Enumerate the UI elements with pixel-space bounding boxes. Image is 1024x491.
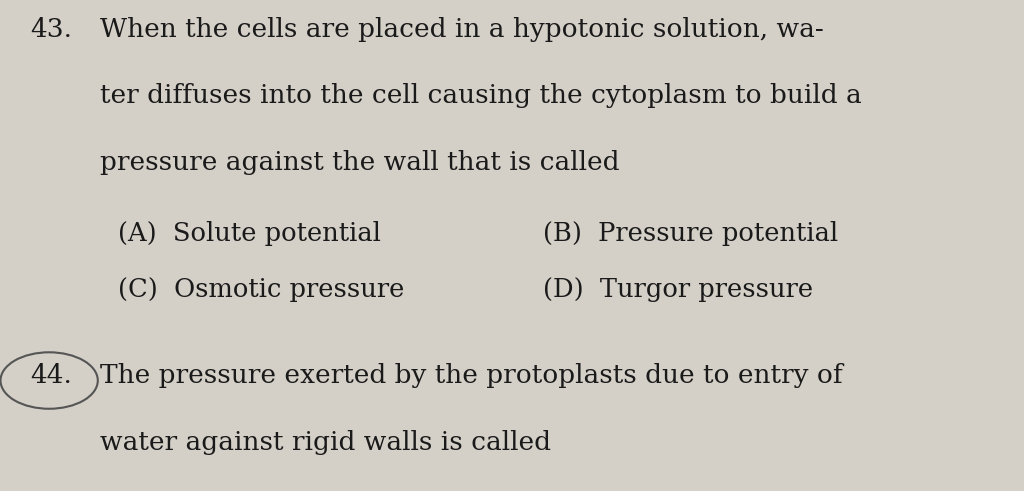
Text: The pressure exerted by the protoplasts due to entry of: The pressure exerted by the protoplasts …	[100, 363, 843, 388]
Text: pressure against the wall that is called: pressure against the wall that is called	[100, 150, 620, 175]
Text: 44.: 44.	[31, 363, 73, 388]
Text: (C)  Osmotic pressure: (C) Osmotic pressure	[118, 277, 404, 302]
Text: (A)  Solute potential: (A) Solute potential	[118, 221, 381, 246]
Text: water against rigid walls is called: water against rigid walls is called	[100, 430, 551, 455]
Text: 43.: 43.	[31, 17, 73, 42]
Text: (B)  Pressure potential: (B) Pressure potential	[543, 221, 838, 246]
Text: (D)  Turgor pressure: (D) Turgor pressure	[543, 277, 813, 302]
Text: ter diffuses into the cell causing the cytoplasm to build a: ter diffuses into the cell causing the c…	[100, 83, 862, 109]
Text: When the cells are placed in a hypotonic solution, wa-: When the cells are placed in a hypotonic…	[100, 17, 824, 42]
